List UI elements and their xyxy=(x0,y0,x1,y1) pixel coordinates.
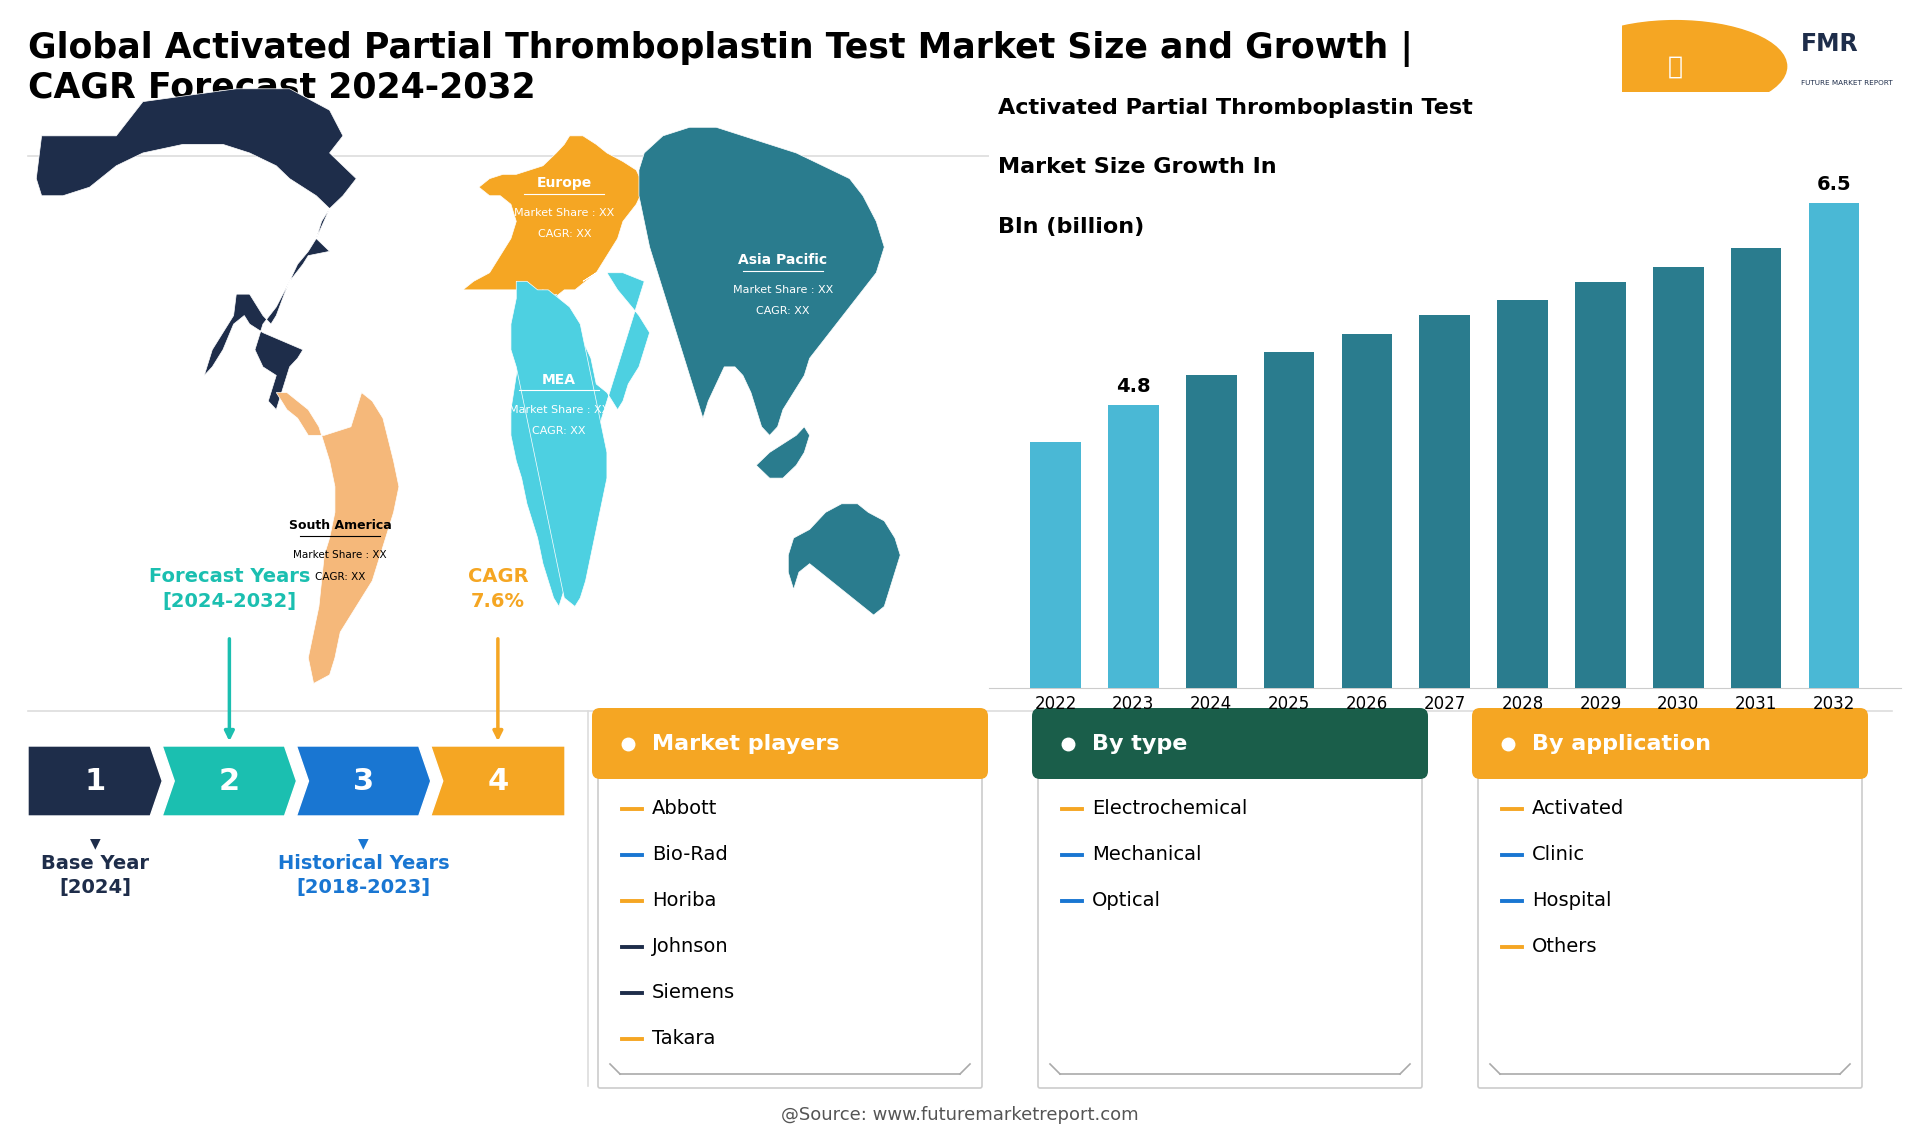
Text: Market players: Market players xyxy=(653,733,839,754)
Polygon shape xyxy=(463,136,645,298)
Text: 3: 3 xyxy=(353,767,374,795)
Text: South America: South America xyxy=(288,519,392,532)
Text: Europe: Europe xyxy=(538,175,591,190)
Bar xyxy=(1031,441,1081,688)
Bar xyxy=(1342,333,1392,688)
Text: 4: 4 xyxy=(488,767,509,795)
Text: ▼: ▼ xyxy=(90,835,100,850)
Text: Market Share : XX: Market Share : XX xyxy=(733,285,833,295)
Text: 2: 2 xyxy=(219,767,240,795)
Bar xyxy=(1263,353,1315,688)
Circle shape xyxy=(1565,21,1788,112)
Text: [2018-2023]: [2018-2023] xyxy=(296,878,430,897)
Text: ▼: ▼ xyxy=(359,835,369,850)
Text: CAGR: XX: CAGR: XX xyxy=(315,572,365,581)
Polygon shape xyxy=(29,746,163,816)
Bar xyxy=(1574,282,1626,688)
Text: Hospital: Hospital xyxy=(1532,892,1611,911)
Text: Johnson: Johnson xyxy=(653,937,728,957)
Text: Optical: Optical xyxy=(1092,892,1162,911)
Text: CAGR: XX: CAGR: XX xyxy=(756,306,810,316)
FancyBboxPatch shape xyxy=(1478,714,1862,1088)
Bar xyxy=(1108,405,1158,688)
Text: Siemens: Siemens xyxy=(653,983,735,1003)
Text: CAGR: XX: CAGR: XX xyxy=(538,229,591,240)
Text: Market Share : XX: Market Share : XX xyxy=(509,405,609,415)
Text: Bln (billion): Bln (billion) xyxy=(998,217,1144,237)
Text: North America: North America xyxy=(180,223,294,237)
Text: 4.8: 4.8 xyxy=(1116,377,1150,395)
Text: CAGR: XX: CAGR: XX xyxy=(209,276,263,286)
Text: MEA: MEA xyxy=(541,372,576,386)
Text: By type: By type xyxy=(1092,733,1187,754)
Bar xyxy=(1419,315,1471,688)
Text: 7.6%: 7.6% xyxy=(470,592,524,611)
Text: CAGR Forecast 2024-2032: CAGR Forecast 2024-2032 xyxy=(29,71,536,105)
Text: Market Share : XX: Market Share : XX xyxy=(294,550,388,560)
Text: 🏃: 🏃 xyxy=(1668,55,1682,78)
Text: Bio-Rad: Bio-Rad xyxy=(653,846,728,864)
Polygon shape xyxy=(36,88,357,409)
Text: [2024-2032]: [2024-2032] xyxy=(163,592,296,611)
Polygon shape xyxy=(639,127,885,435)
Polygon shape xyxy=(163,746,296,816)
Text: Takara: Takara xyxy=(653,1029,716,1049)
Text: FMR: FMR xyxy=(1801,32,1859,55)
Text: Others: Others xyxy=(1532,937,1597,957)
Text: 6.5: 6.5 xyxy=(1816,175,1851,195)
Text: Base Year: Base Year xyxy=(40,854,150,873)
Text: Activated: Activated xyxy=(1532,800,1624,818)
Text: 1: 1 xyxy=(84,767,106,795)
Polygon shape xyxy=(296,746,430,816)
Polygon shape xyxy=(430,746,564,816)
FancyBboxPatch shape xyxy=(591,708,989,779)
FancyBboxPatch shape xyxy=(1039,714,1423,1088)
Polygon shape xyxy=(511,281,607,606)
Text: CAGR: CAGR xyxy=(468,567,528,586)
Text: CAGR: XX: CAGR: XX xyxy=(532,426,586,435)
Bar xyxy=(1187,375,1236,688)
Polygon shape xyxy=(511,273,649,606)
Text: Market Share : XX: Market Share : XX xyxy=(186,254,286,265)
Text: Forecast Years: Forecast Years xyxy=(148,567,309,586)
FancyBboxPatch shape xyxy=(597,714,981,1088)
Text: @Source: www.futuremarketreport.com: @Source: www.futuremarketreport.com xyxy=(781,1106,1139,1124)
FancyBboxPatch shape xyxy=(1033,708,1428,779)
Text: Historical Years: Historical Years xyxy=(278,854,449,873)
Bar xyxy=(1653,267,1703,688)
Text: Global Activated Partial Thromboplastin Test Market Size and Growth |: Global Activated Partial Thromboplastin … xyxy=(29,31,1413,66)
Text: [2024]: [2024] xyxy=(60,878,131,897)
Bar xyxy=(1809,204,1859,688)
Text: Asia Pacific: Asia Pacific xyxy=(739,253,828,267)
Text: By application: By application xyxy=(1532,733,1711,754)
Bar xyxy=(1498,300,1548,688)
Text: Market Share : XX: Market Share : XX xyxy=(515,207,614,218)
Text: Abbott: Abbott xyxy=(653,800,718,818)
Bar xyxy=(1732,249,1782,688)
Text: FUTURE MARKET REPORT: FUTURE MARKET REPORT xyxy=(1801,79,1893,86)
Text: Mechanical: Mechanical xyxy=(1092,846,1202,864)
Text: Horiba: Horiba xyxy=(653,892,716,911)
Polygon shape xyxy=(756,426,810,478)
Text: Activated Partial Thromboplastin Test: Activated Partial Thromboplastin Test xyxy=(998,97,1473,118)
Text: Electrochemical: Electrochemical xyxy=(1092,800,1248,818)
Text: Market Size Growth In: Market Size Growth In xyxy=(998,157,1277,178)
Polygon shape xyxy=(276,393,399,683)
FancyBboxPatch shape xyxy=(1473,708,1868,779)
Text: Clinic: Clinic xyxy=(1532,846,1586,864)
Polygon shape xyxy=(789,504,900,615)
